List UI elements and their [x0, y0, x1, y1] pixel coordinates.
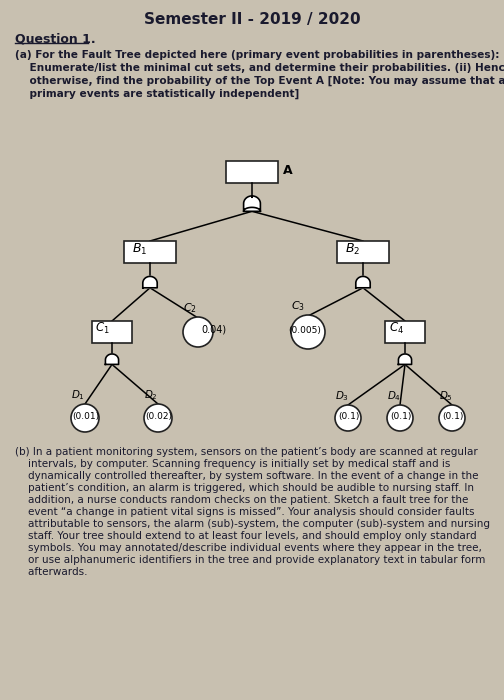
Text: (0.1): (0.1): [338, 412, 360, 421]
Circle shape: [439, 405, 465, 431]
Text: attributable to sensors, the alarm (sub)-system, the computer (sub)-system and n: attributable to sensors, the alarm (sub)…: [15, 519, 490, 529]
Text: otherwise, find the probability of the Top Event A [Note: You may assume that al: otherwise, find the probability of the T…: [15, 76, 504, 86]
Polygon shape: [105, 354, 118, 365]
Polygon shape: [356, 276, 370, 288]
Text: (0.1): (0.1): [443, 412, 464, 421]
Text: addition, a nurse conducts random checks on the patient. Sketch a fault tree for: addition, a nurse conducts random checks…: [15, 495, 468, 505]
Text: (0.1): (0.1): [390, 412, 412, 421]
Text: $D_2$: $D_2$: [144, 389, 158, 402]
FancyBboxPatch shape: [337, 241, 389, 263]
Circle shape: [71, 404, 99, 432]
Text: symbols. You may annotated/describe individual events where they appear in the t: symbols. You may annotated/describe indi…: [15, 543, 482, 553]
FancyBboxPatch shape: [385, 321, 425, 343]
FancyBboxPatch shape: [92, 321, 132, 343]
Text: (0.02): (0.02): [146, 412, 172, 421]
Polygon shape: [243, 196, 261, 211]
Text: or use alphanumeric identifiers in the tree and provide explanatory text in tabu: or use alphanumeric identifiers in the t…: [15, 555, 485, 565]
Text: $D_5$: $D_5$: [439, 389, 453, 403]
Text: $C_3$: $C_3$: [291, 299, 305, 313]
Text: afterwards.: afterwards.: [15, 567, 88, 577]
Text: $D_1$: $D_1$: [71, 389, 85, 402]
Text: $D_4$: $D_4$: [387, 389, 401, 403]
Text: event “a change in patient vital signs is missed”. Your analysis should consider: event “a change in patient vital signs i…: [15, 507, 474, 517]
Circle shape: [144, 404, 172, 432]
Text: 0.04): 0.04): [201, 325, 226, 335]
Text: $D_3$: $D_3$: [335, 389, 349, 403]
Text: (b) In a patient monitoring system, sensors on the patient’s body are scanned at: (b) In a patient monitoring system, sens…: [15, 447, 478, 457]
Text: staff. Your tree should extend to at least four levels, and should employ only s: staff. Your tree should extend to at lea…: [15, 531, 477, 541]
Text: dynamically controlled thereafter, by system software. In the event of a change : dynamically controlled thereafter, by sy…: [15, 471, 478, 481]
Text: $C_4$: $C_4$: [389, 321, 404, 335]
Text: Enumerate/list the minimal cut sets, and determine their probabilities. (ii) Hen: Enumerate/list the minimal cut sets, and…: [15, 63, 504, 73]
Text: Semester II - 2019 / 2020: Semester II - 2019 / 2020: [144, 12, 360, 27]
Text: (a) For the Fault Tree depicted here (primary event probabilities in parentheses: (a) For the Fault Tree depicted here (pr…: [15, 50, 504, 60]
Text: (0.005): (0.005): [289, 326, 322, 335]
Text: A: A: [283, 164, 293, 176]
Text: (0.01): (0.01): [73, 412, 100, 421]
Text: intervals, by computer. Scanning frequency is initially set by medical staff and: intervals, by computer. Scanning frequen…: [15, 459, 451, 469]
Circle shape: [183, 317, 213, 347]
Circle shape: [291, 315, 325, 349]
Text: $B_1$: $B_1$: [133, 241, 148, 257]
Circle shape: [387, 405, 413, 431]
Text: $B_2$: $B_2$: [345, 241, 360, 257]
Text: primary events are statistically independent]: primary events are statistically indepen…: [15, 89, 299, 99]
Text: $C_2$: $C_2$: [183, 301, 197, 315]
Circle shape: [335, 405, 361, 431]
Polygon shape: [398, 354, 412, 365]
FancyBboxPatch shape: [124, 241, 176, 263]
Polygon shape: [143, 276, 157, 288]
FancyBboxPatch shape: [226, 161, 278, 183]
Text: Question 1.: Question 1.: [15, 32, 96, 45]
Text: patient’s condition, an alarm is triggered, which should be audible to nursing s: patient’s condition, an alarm is trigger…: [15, 483, 474, 493]
Text: $C_1$: $C_1$: [95, 321, 110, 335]
